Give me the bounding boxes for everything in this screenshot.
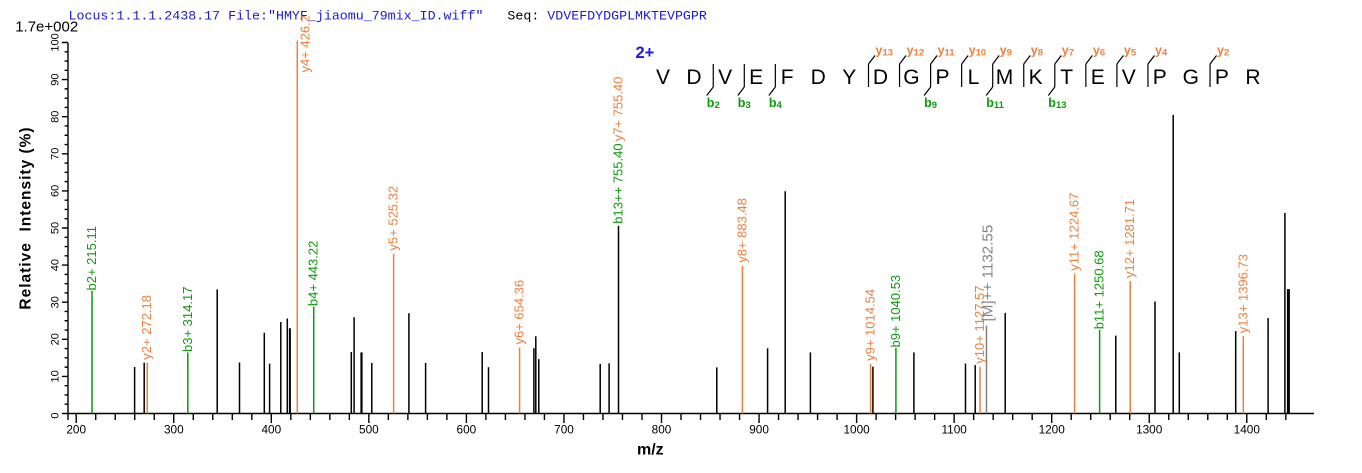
svg-text:b11: b11 [986,96,1004,111]
svg-text:D: D [811,66,826,89]
svg-text:700: 700 [554,423,574,437]
svg-text:V: V [718,66,732,89]
svg-text:y5+ 525.32: y5+ 525.32 [386,186,401,251]
svg-text:y12+ 1281.71: y12+ 1281.71 [1122,199,1137,278]
svg-text:b4: b4 [769,96,783,111]
svg-text:20: 20 [50,333,62,345]
svg-text:y12: y12 [907,44,925,59]
svg-text:m/z: m/z [637,442,664,459]
svg-text:y8+ 883.48: y8+ 883.48 [734,198,749,263]
svg-text:70: 70 [50,148,62,160]
svg-text:80: 80 [50,111,62,123]
svg-text:b13: b13 [1048,96,1066,111]
svg-text:Y: Y [842,66,856,89]
svg-text:900: 900 [749,423,769,437]
svg-text:E: E [749,66,763,89]
svg-text:b11+ 1250.68: b11+ 1250.68 [1092,250,1107,329]
svg-text:F: F [781,66,794,89]
svg-text:1000: 1000 [843,423,870,437]
svg-text:y11: y11 [938,44,956,59]
svg-text:y8: y8 [1031,44,1043,59]
svg-text:600: 600 [457,423,477,437]
svg-text:90: 90 [50,73,62,85]
svg-text:D: D [873,66,888,89]
svg-text:y2+ 272.18: y2+ 272.18 [139,295,154,360]
svg-text:Locus:1.1.1.2438.17 File:"HMYF: Locus:1.1.1.2438.17 File:"HMYF_jiaomu_79… [69,9,707,24]
svg-text:L: L [968,66,980,89]
svg-text:P: P [935,66,949,89]
svg-text:y4: y4 [1155,44,1168,59]
svg-text:M: M [996,66,1014,89]
svg-text:b13++ 755.40: b13++ 755.40 [611,143,626,223]
svg-text:0: 0 [50,412,62,418]
svg-text:1400: 1400 [1234,423,1261,437]
svg-text:1300: 1300 [1136,423,1163,437]
svg-text:800: 800 [652,423,672,437]
svg-text:b2: b2 [707,96,720,111]
svg-text:y9+ 1014.54: y9+ 1014.54 [863,289,878,361]
svg-text:400: 400 [261,423,281,437]
svg-text:T: T [1060,66,1073,89]
svg-text:y6: y6 [1093,44,1105,59]
svg-text:y13: y13 [876,44,894,59]
svg-text:y7+ 755.40: y7+ 755.40 [611,77,626,142]
svg-text:K: K [1029,66,1043,89]
svg-text:Relative Intensity (%): Relative Intensity (%) [18,126,35,309]
svg-text:b3: b3 [738,96,751,111]
svg-text:y4+ 426.2: y4+ 426.2 [298,15,313,72]
svg-text:y11+ 1224.67: y11+ 1224.67 [1067,193,1082,271]
svg-text:2+: 2+ [636,44,655,62]
svg-text:40: 40 [50,259,62,271]
svg-text:E: E [1091,66,1105,89]
svg-text:P: P [1215,66,1229,89]
svg-text:G: G [903,66,919,89]
svg-text:y10+ 1127.57: y10+ 1127.57 [972,285,987,363]
svg-text:30: 30 [50,296,62,308]
svg-text:y6+ 654.36: y6+ 654.36 [512,280,527,345]
svg-text:500: 500 [359,423,379,437]
svg-text:1200: 1200 [1039,423,1066,437]
svg-text:G: G [1183,66,1199,89]
svg-text:y9: y9 [1000,44,1012,59]
svg-text:y5: y5 [1124,44,1137,59]
svg-text:100: 100 [50,33,62,51]
svg-text:b9: b9 [924,96,937,111]
svg-text:b4+ 443.22: b4+ 443.22 [306,241,321,306]
svg-text:y2: y2 [1217,44,1229,59]
svg-text:D: D [686,66,701,89]
svg-text:1100: 1100 [942,423,968,437]
svg-text:V: V [1122,66,1136,89]
svg-text:[M]++ 1132.55: [M]++ 1132.55 [979,225,996,322]
svg-text:V: V [656,66,670,89]
svg-text:10: 10 [50,370,62,382]
svg-text:b2+ 215.11: b2+ 215.11 [84,226,99,290]
svg-text:P: P [1153,66,1167,89]
svg-text:y7: y7 [1062,44,1074,59]
svg-text:y10: y10 [969,44,987,59]
svg-text:1.7e+002: 1.7e+002 [15,19,78,36]
svg-text:200: 200 [66,423,86,437]
svg-text:R: R [1245,66,1260,89]
svg-text:y13+ 1396.73: y13+ 1396.73 [1235,254,1250,333]
svg-text:50: 50 [50,222,62,234]
svg-text:300: 300 [164,423,184,437]
svg-text:60: 60 [50,185,62,197]
svg-text:b9+ 1040.53: b9+ 1040.53 [888,275,903,348]
svg-text:b3+ 314.17: b3+ 314.17 [180,287,195,352]
